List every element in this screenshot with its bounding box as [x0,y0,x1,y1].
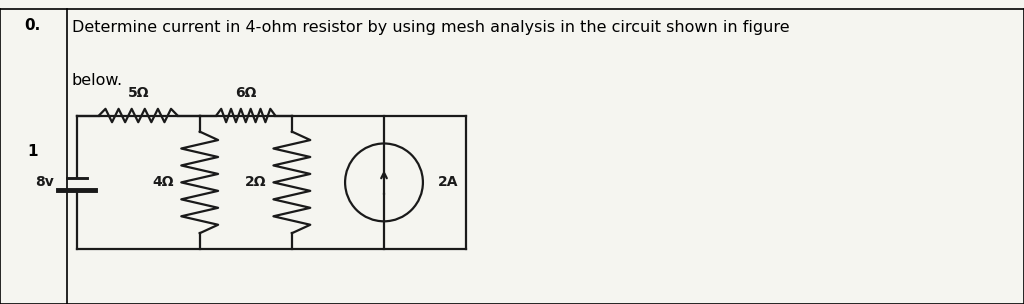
Text: 6Ω: 6Ω [236,86,256,100]
Text: 2Ω: 2Ω [245,175,266,189]
Text: 2A: 2A [438,175,459,189]
Text: Determine current in 4-ohm resistor by using mesh analysis in the circuit shown : Determine current in 4-ohm resistor by u… [72,20,790,35]
Text: 4Ω: 4Ω [153,175,174,189]
Text: 1: 1 [28,144,38,160]
Text: 5Ω: 5Ω [128,86,148,100]
Text: 8v: 8v [36,175,54,189]
Text: below.: below. [72,73,123,88]
Text: 0.: 0. [25,18,41,33]
